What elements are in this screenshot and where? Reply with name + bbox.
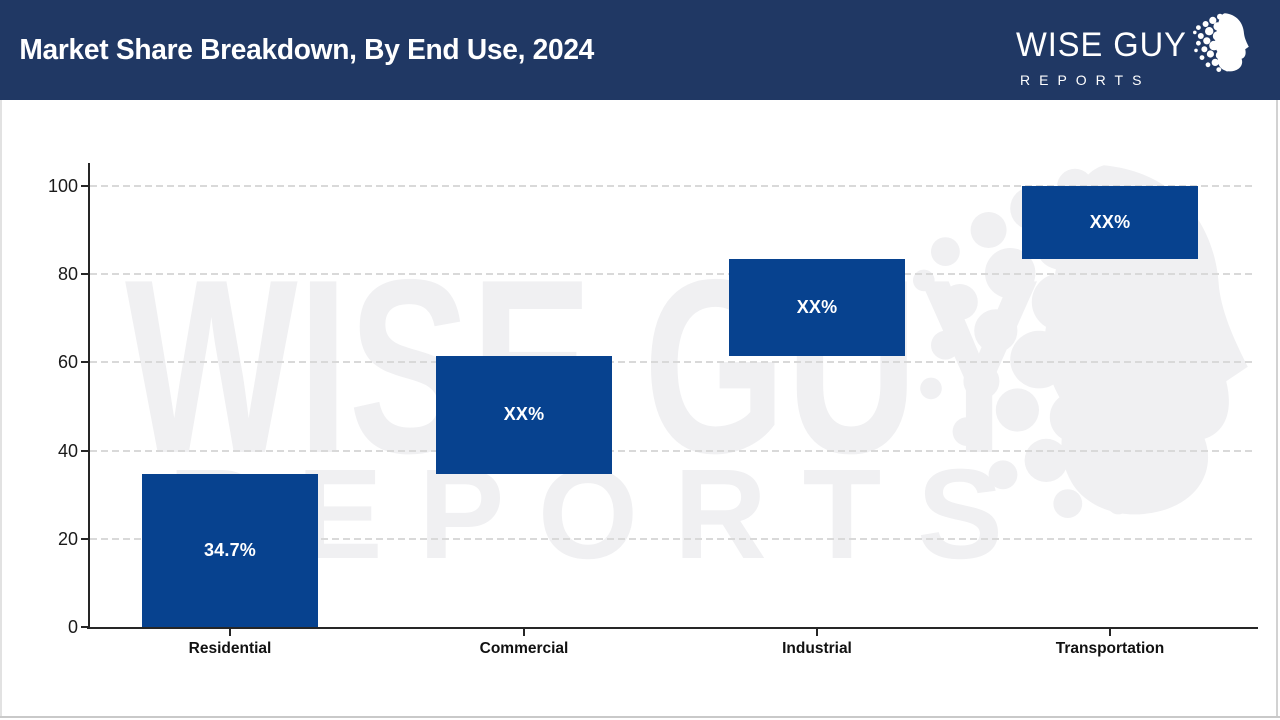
y-axis-tick-label: 20	[57, 528, 78, 549]
bar-commercial: XX%	[436, 355, 612, 474]
bar-residential: 34.7%	[142, 473, 318, 627]
bar-industrial: XX%	[729, 258, 905, 356]
x-axis-label-transportation: Transportation	[1055, 640, 1165, 657]
y-axis-tick-label: 80	[57, 264, 78, 285]
bar-value-label: XX%	[1089, 211, 1131, 232]
y-axis-tick	[81, 185, 88, 187]
x-axis-label-residential: Residential	[188, 640, 272, 657]
y-axis-tick-label: 40	[57, 440, 78, 461]
gridline	[90, 537, 1256, 540]
y-axis-tick	[81, 626, 88, 628]
bar-value-label: XX%	[796, 296, 838, 317]
gridline	[90, 361, 1256, 364]
logo-sub-text: REPORTS	[1020, 72, 1151, 88]
x-axis-tick	[1109, 629, 1111, 636]
logo-head-icon	[1193, 13, 1249, 72]
wiseguy-logo: WISE GUY REPORTS	[1016, 0, 1266, 100]
header-bar: Market Share Breakdown, By End Use, 2024…	[0, 0, 1280, 100]
y-axis-tick	[81, 449, 88, 452]
gridline	[90, 273, 1256, 276]
gridline	[90, 449, 1256, 452]
frame-bottom-border	[0, 716, 1280, 718]
y-axis-tick	[81, 537, 88, 540]
chart-title: Market Share Breakdown, By End Use, 2024	[19, 33, 595, 66]
x-axis-label-industrial: Industrial	[782, 640, 852, 657]
y-axis-tick	[81, 273, 88, 276]
x-axis-line	[87, 627, 1258, 629]
x-axis-tick	[523, 629, 525, 636]
x-axis-label-commercial: Commercial	[479, 640, 569, 657]
y-axis-tick-label: 60	[57, 352, 78, 373]
bar-value-label: 34.7%	[203, 539, 257, 560]
frame-left-border	[0, 100, 2, 718]
y-axis-tick	[81, 361, 88, 364]
gridline	[90, 185, 1256, 187]
bar-transportation: XX%	[1022, 186, 1198, 259]
frame-right-border	[1276, 100, 1278, 718]
y-axis-tick-label: 100	[47, 176, 78, 196]
bar-value-label: XX%	[503, 404, 545, 425]
logo-name-text: WISE GUY	[1016, 25, 1187, 64]
x-axis-tick	[229, 629, 231, 636]
x-axis-tick	[816, 629, 818, 636]
y-axis-tick-label: 0	[67, 617, 78, 637]
y-axis-line	[88, 163, 90, 629]
